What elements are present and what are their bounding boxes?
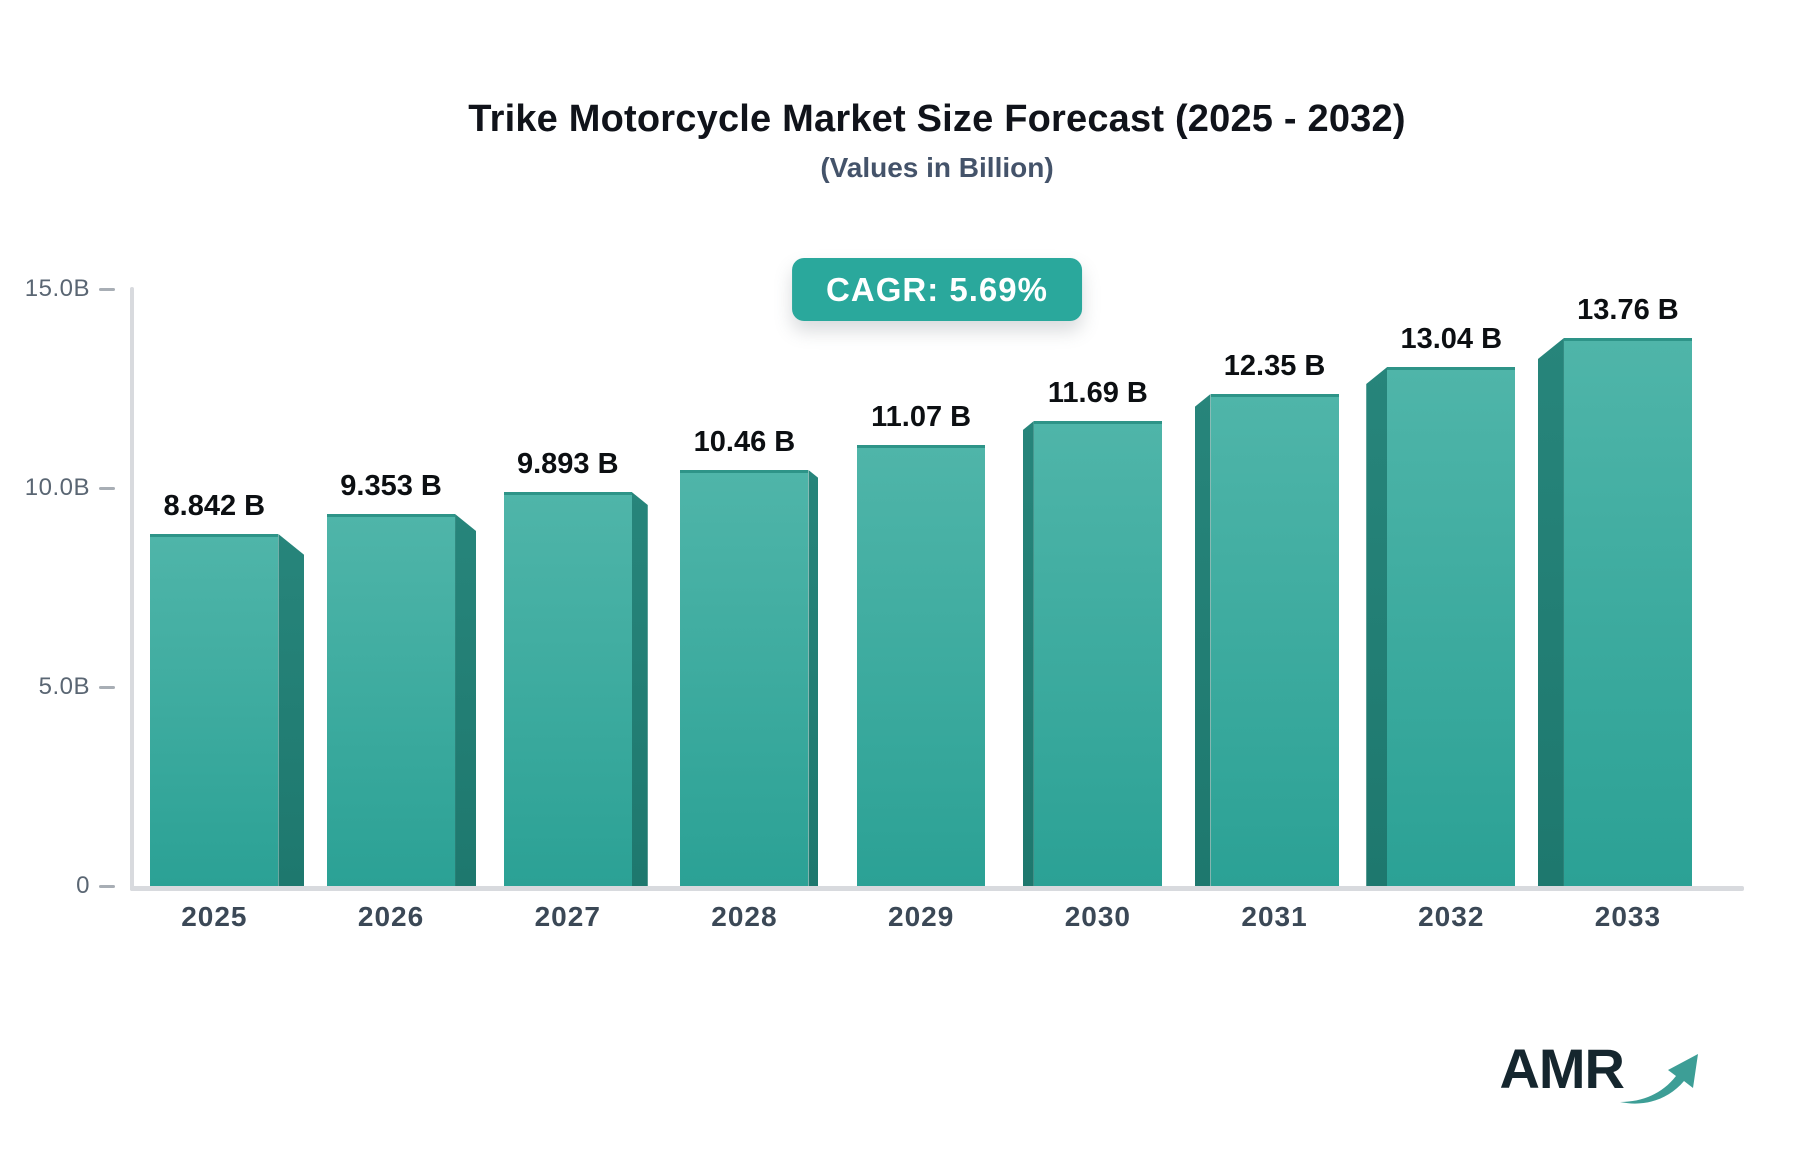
y-tick-label-0: 0	[76, 872, 90, 899]
x-axis-line	[130, 886, 1744, 891]
value-label-2027: 9.893 B	[516, 448, 619, 480]
value-label-2031: 12.35 B	[1223, 350, 1326, 382]
value-label-2025: 8.842 B	[163, 490, 266, 522]
bar-front-face	[857, 445, 986, 886]
bar-2031	[1194, 394, 1339, 886]
value-label-2026: 9.353 B	[340, 470, 442, 502]
value-label-2033: 13.76 B	[1577, 294, 1679, 326]
x-tick-label-2033: 2033	[1594, 901, 1662, 932]
x-tick-label-2027: 2027	[534, 901, 601, 932]
bar-front-face	[327, 514, 456, 886]
amr-logo-text: AMR	[1499, 1037, 1625, 1100]
value-label-2030: 11.69 B	[1047, 377, 1148, 409]
y-tick-label-5.0B: 5.0B	[38, 673, 90, 700]
bar-2027	[503, 492, 648, 886]
bar-side-face	[1022, 421, 1034, 886]
bar-side-face	[1537, 338, 1564, 886]
bar-2025	[150, 534, 305, 886]
amr-logo: AMR	[1499, 1038, 1700, 1108]
bar-front-face	[680, 470, 809, 886]
chart-subtitle: (Values in Billion)	[820, 152, 1054, 183]
bar-side-face	[631, 492, 648, 886]
value-label-2028: 10.46 B	[693, 426, 796, 458]
y-tick-mark	[99, 685, 115, 689]
bar-front-face	[503, 492, 632, 886]
y-tick-label-10.0B: 10.0B	[24, 474, 90, 501]
bar-side-face	[1194, 394, 1211, 886]
chart-title: Trike Motorcycle Market Size Forecast (2…	[468, 98, 1406, 140]
bar-2026	[327, 514, 477, 886]
x-tick-label-2025: 2025	[181, 901, 248, 932]
bar-2032	[1366, 367, 1516, 886]
x-tick-label-2028: 2028	[711, 901, 778, 932]
bar-side-face	[455, 514, 477, 886]
bar-2028	[680, 470, 819, 886]
x-tick-label-2029: 2029	[887, 901, 955, 932]
bar-front-face	[1387, 367, 1516, 886]
x-tick-label-2031: 2031	[1241, 901, 1308, 932]
y-axis-line	[130, 287, 134, 891]
y-tick-mark	[99, 287, 115, 291]
bar-front-face	[1210, 394, 1339, 886]
value-label-2032: 13.04 B	[1400, 323, 1503, 355]
cagr-badge: CAGR: 5.69%	[792, 258, 1082, 321]
bar-2029	[857, 445, 986, 886]
bar-side-face	[808, 470, 819, 886]
bar-side-face	[1366, 367, 1388, 886]
bar-front-face	[1033, 421, 1162, 886]
bar-front-face	[150, 534, 279, 886]
y-tick-mark	[99, 486, 115, 490]
x-tick-label-2026: 2026	[357, 901, 425, 932]
bar-front-face	[1563, 338, 1692, 886]
x-tick-label-2032: 2032	[1418, 901, 1485, 932]
growth-arrow-icon	[1620, 1054, 1698, 1104]
x-tick-label-2030: 2030	[1064, 901, 1131, 932]
value-label-2029: 11.07 B	[871, 401, 972, 433]
y-tick-mark	[99, 884, 115, 888]
bar-side-face	[278, 534, 305, 886]
bar-2033	[1537, 338, 1692, 886]
bar-2030	[1022, 421, 1162, 886]
y-tick-label-15.0B: 15.0B	[24, 275, 90, 302]
